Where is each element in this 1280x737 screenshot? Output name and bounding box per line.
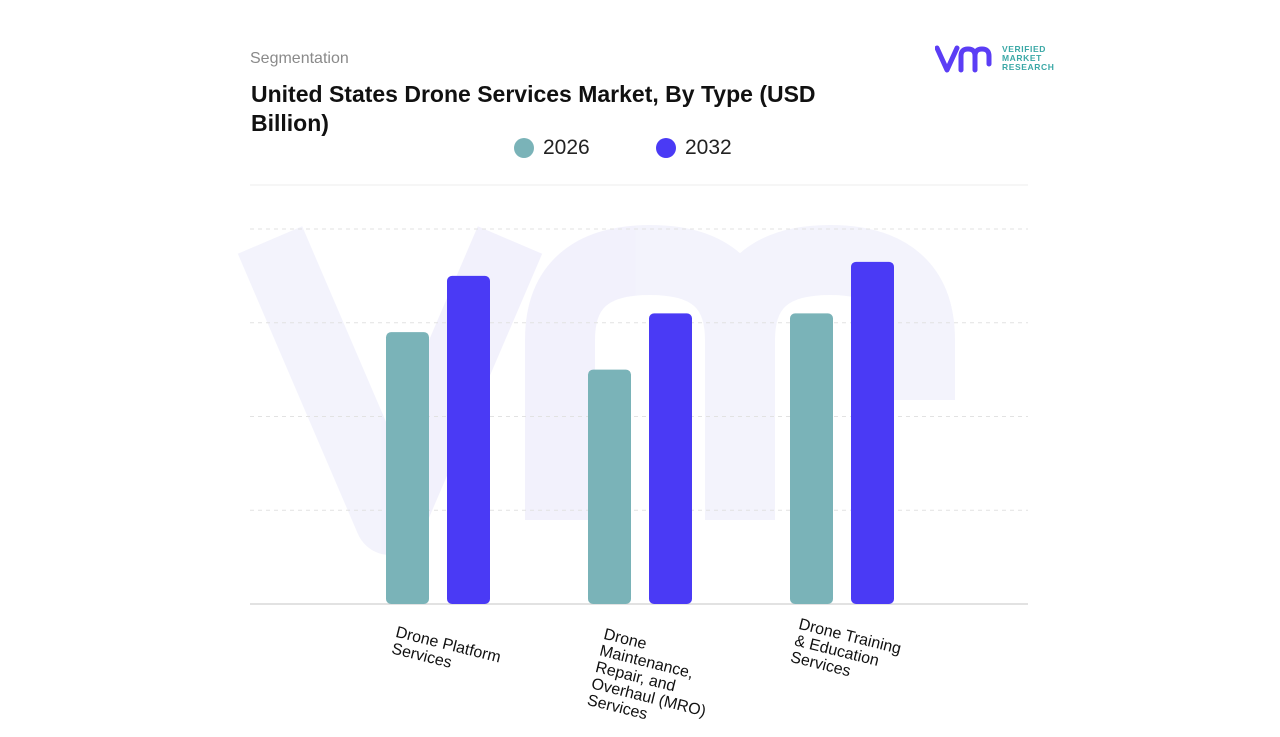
legend-label-2032: 2032 <box>685 136 732 159</box>
vmr-logo-icon <box>935 45 992 73</box>
vmr-logo: VERIFIED MARKET RESEARCH <box>935 44 1065 76</box>
legend-swatch-2026 <box>514 138 534 158</box>
logo-line-2: MARKET <box>1002 53 1042 63</box>
legend-swatch-2032 <box>656 138 676 158</box>
bar-2026-3[interactable] <box>790 313 833 604</box>
bar-2026-1[interactable] <box>386 332 429 604</box>
legend-label-2026: 2026 <box>543 136 590 159</box>
grid-lines <box>250 184 1028 605</box>
legend-item-2026[interactable]: 2026 <box>514 136 590 160</box>
bar-2032-3[interactable] <box>851 261 894 604</box>
bar-2026-2[interactable] <box>588 369 631 604</box>
chart-title: United States Drone Services Market, By … <box>251 81 816 136</box>
bar-2032-1[interactable] <box>447 275 490 604</box>
bar-2032-2[interactable] <box>649 313 692 604</box>
bars <box>386 261 894 604</box>
logo-line-3: RESEARCH <box>1002 62 1055 72</box>
logo-text: VERIFIED MARKET RESEARCH <box>1002 45 1055 72</box>
logo-line-1: VERIFIED <box>1002 44 1047 54</box>
section-label: Segmentation <box>250 50 349 67</box>
bar-chart <box>237 184 1028 605</box>
legend-item-2032[interactable]: 2032 <box>656 136 732 160</box>
